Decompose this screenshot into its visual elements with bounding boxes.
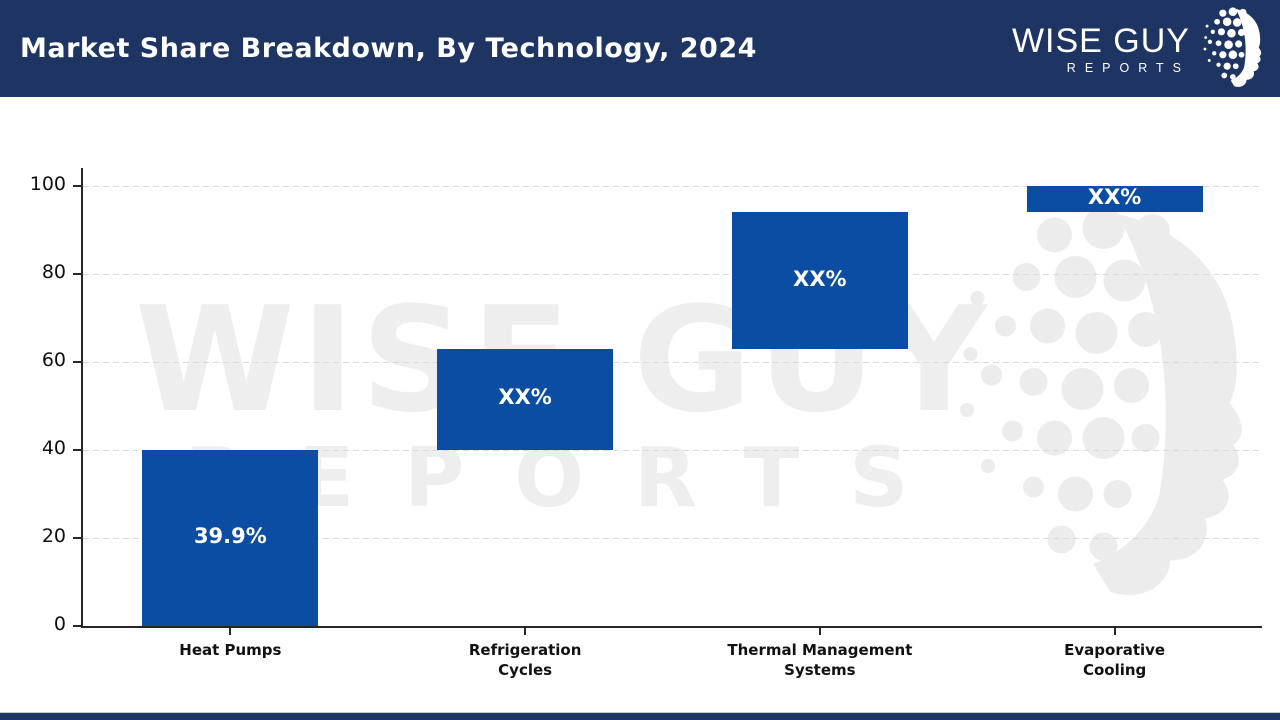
- gridline: [83, 449, 1262, 451]
- logo-line1: WISE GUY: [1011, 22, 1190, 60]
- y-axis-line: [81, 168, 83, 626]
- logo-line2: REPORTS: [1066, 61, 1190, 75]
- y-tick-label: 40: [41, 437, 66, 459]
- bar-value-label: XX%: [793, 266, 847, 291]
- wiseguy-head-icon: [1203, 7, 1262, 87]
- bar-segment: [142, 450, 319, 626]
- y-tick-label: 20: [41, 525, 66, 547]
- y-tick-label: 60: [41, 349, 66, 371]
- page-title: Market Share Breakdown, By Technology, 2…: [20, 33, 757, 64]
- bar-segment: [1026, 186, 1203, 213]
- x-tick-mark: [818, 628, 821, 635]
- x-tick-label: Heat Pumps: [179, 641, 282, 659]
- bar-value-label: XX%: [498, 385, 552, 410]
- y-tick-mark: [73, 625, 81, 627]
- y-tick-mark: [73, 273, 81, 275]
- x-tick-label: Evaporative Cooling: [1064, 641, 1166, 679]
- header-bar: Market Share Breakdown, By Technology, 2…: [0, 0, 1280, 97]
- logo-wordmark: WISE GUY REPORTS: [1012, 23, 1190, 75]
- gridline: [83, 361, 1262, 363]
- footer-bar: [0, 712, 1280, 720]
- y-tick-mark: [73, 449, 81, 451]
- x-tick-mark: [524, 628, 527, 635]
- y-tick-mark: [73, 537, 81, 539]
- bar-value-label: XX%: [1087, 185, 1142, 210]
- x-tick-label: Refrigeration Cycles: [468, 641, 582, 679]
- wiseguy-logo: WISE GUY REPORTS: [1012, 6, 1266, 92]
- gridline: [83, 185, 1262, 187]
- bar-value-label: 39.9%: [193, 524, 267, 549]
- gridline: [83, 537, 1262, 539]
- y-tick-mark: [73, 185, 81, 187]
- bar-segment: [731, 212, 908, 349]
- x-tick-label: Thermal Management Systems: [727, 641, 913, 679]
- gridline: [83, 273, 1262, 275]
- y-tick-label: 0: [53, 613, 66, 635]
- bar-segment: [437, 348, 614, 450]
- x-tick-mark: [1113, 628, 1116, 635]
- y-tick-mark: [73, 361, 81, 363]
- x-axis-line: [81, 626, 1262, 628]
- y-tick-label: 80: [41, 261, 66, 283]
- x-tick-mark: [229, 628, 232, 635]
- y-tick-label: 100: [29, 173, 66, 195]
